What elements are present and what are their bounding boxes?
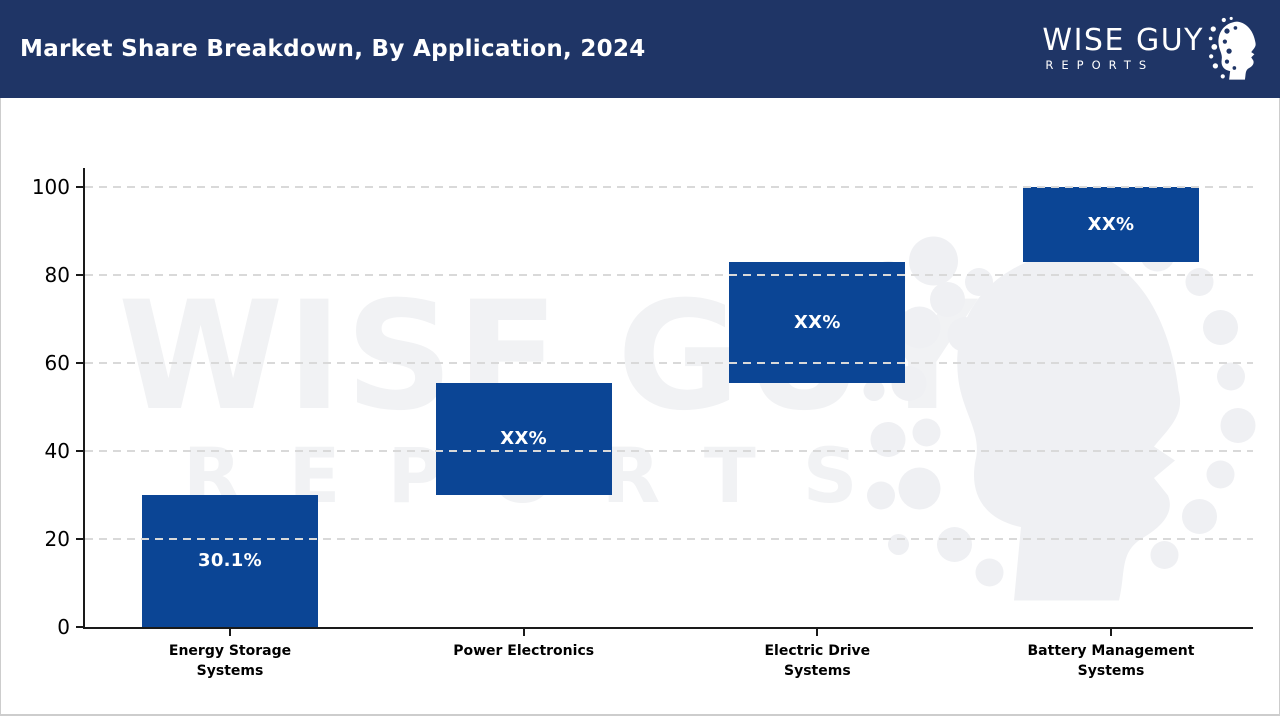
watermark-head-icon <box>863 226 1256 601</box>
gridline <box>85 450 1253 452</box>
y-tick-label: 80 <box>44 263 70 287</box>
bar-segment: XX% <box>435 383 612 495</box>
wiseguy-logo: WISE GUY REPORTS <box>1042 13 1266 85</box>
logo-subtitle: REPORTS <box>1045 58 1155 73</box>
y-tick-mark <box>76 274 85 276</box>
y-tick-label: 20 <box>44 527 70 551</box>
bar-segment: XX% <box>1023 187 1199 262</box>
y-tick-mark <box>76 362 85 364</box>
header-bar: Market Share Breakdown, By Application, … <box>0 0 1280 98</box>
y-tick-mark <box>76 450 85 452</box>
bar-segment: 30.1% <box>142 494 318 627</box>
y-tick-label: 0 <box>57 615 70 639</box>
y-tick-label: 60 <box>44 351 70 375</box>
y-tick-label: 100 <box>31 175 70 199</box>
x-axis-line <box>83 627 1253 629</box>
bar-value-label: 30.1% <box>198 550 262 572</box>
y-tick-mark <box>76 186 85 188</box>
x-tick-mark <box>816 629 819 636</box>
head-logo-icon <box>1208 16 1256 80</box>
gridline <box>85 538 1253 540</box>
page-title: Market Share Breakdown, By Application, … <box>20 36 646 62</box>
y-tick-label: 40 <box>44 439 70 463</box>
gridline <box>85 186 1253 188</box>
x-tick-mark <box>229 629 231 636</box>
y-tick-mark <box>76 626 85 628</box>
bar-value-label: XX% <box>500 428 547 450</box>
x-category-label: Energy Storage Systems <box>168 643 292 680</box>
x-category-label: Power Electronics <box>453 643 595 659</box>
logo-wordmark: WISE GUY <box>1042 23 1204 59</box>
x-category-label: Battery Management Systems <box>1027 643 1195 680</box>
y-axis-line <box>83 168 85 629</box>
x-tick-mark <box>522 629 525 636</box>
logo-text: WISE GUY REPORTS <box>1042 26 1204 72</box>
x-category-label: Electric Drive Systems <box>764 643 871 680</box>
bar-segment: XX% <box>729 261 906 384</box>
bar-value-label: XX% <box>793 312 841 334</box>
x-tick-mark <box>1110 629 1112 636</box>
gridline <box>85 362 1253 364</box>
bar-value-label: XX% <box>1087 213 1135 235</box>
y-tick-mark <box>76 538 85 540</box>
gridline <box>85 274 1253 276</box>
